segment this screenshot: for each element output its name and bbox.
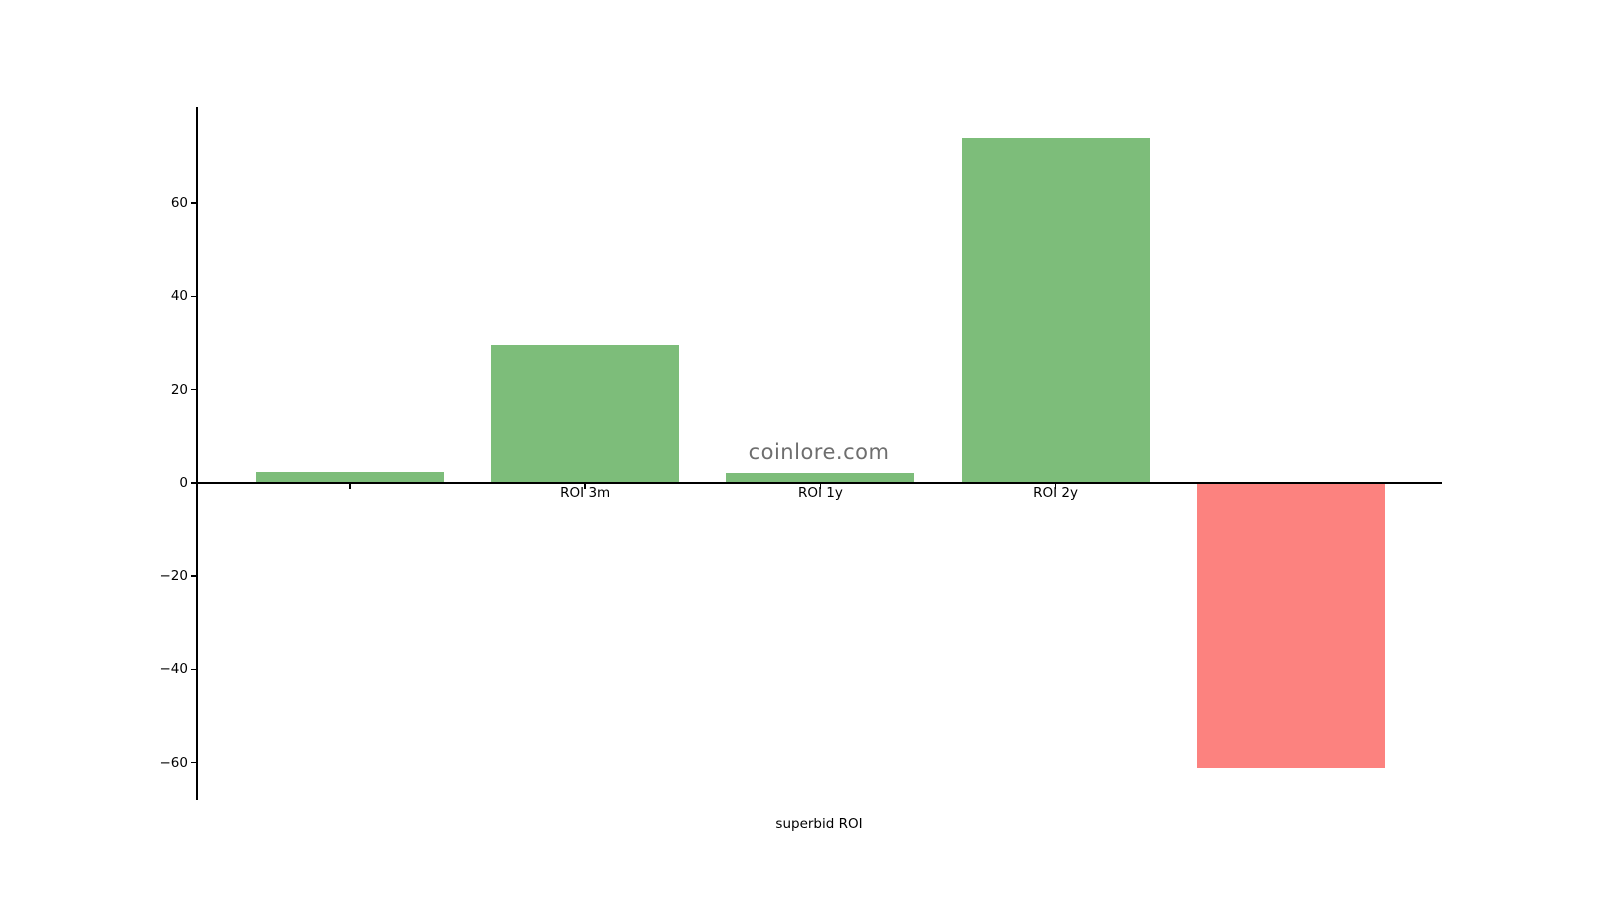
x-tick xyxy=(819,482,822,490)
bar-negative xyxy=(1196,482,1385,768)
x-tick-label: ROI 1y xyxy=(797,484,843,501)
y-tick xyxy=(191,761,197,764)
y-tick-label: 20 xyxy=(170,381,188,398)
y-tick xyxy=(191,388,197,391)
x-tick-label: ROI 2y xyxy=(1033,484,1079,501)
y-tick-label: −60 xyxy=(159,754,189,771)
bar-positive xyxy=(961,138,1150,483)
y-tick xyxy=(191,668,197,671)
y-tick-label: −40 xyxy=(159,661,189,678)
watermark-text: coinlore.com xyxy=(748,440,890,464)
bar-positive xyxy=(491,345,680,483)
y-axis-spine xyxy=(196,107,198,800)
y-tick-label: 60 xyxy=(170,195,188,212)
y-tick-label: 40 xyxy=(170,288,188,305)
bar-positive xyxy=(726,472,915,483)
x-tick-label: ROI 3m xyxy=(560,484,611,501)
bar-positive xyxy=(256,472,444,483)
x-tick xyxy=(584,482,586,490)
chart-title: superbid ROI xyxy=(775,816,863,832)
y-tick xyxy=(191,202,197,204)
x-axis-line xyxy=(197,482,1442,484)
x-tick xyxy=(1054,482,1057,490)
y-tick-label: 0 xyxy=(179,474,188,491)
y-tick-label: −20 xyxy=(159,568,189,585)
x-tick xyxy=(349,482,351,490)
y-tick xyxy=(191,295,197,298)
y-tick xyxy=(191,575,197,577)
y-tick xyxy=(191,482,197,484)
